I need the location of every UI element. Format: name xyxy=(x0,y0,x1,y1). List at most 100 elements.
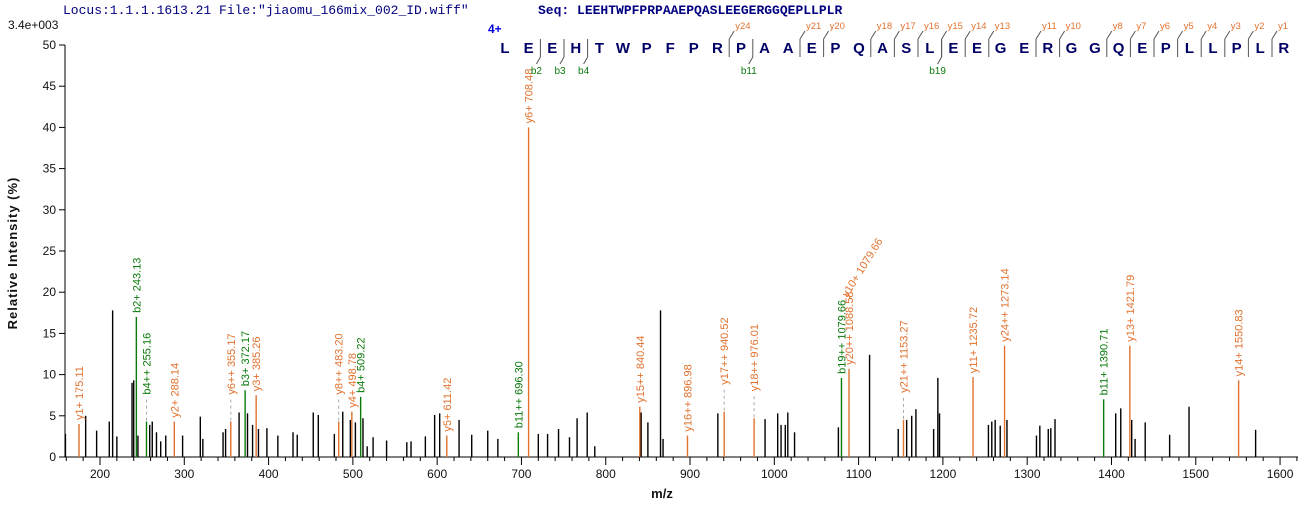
sequence-residue: L xyxy=(1256,40,1265,57)
y-cut-flag xyxy=(1153,30,1160,40)
x-tick-label: 1100 xyxy=(846,467,872,481)
sequence-residue: E xyxy=(524,40,534,57)
y-cut-label: y16 xyxy=(924,21,939,32)
y-cut-flag xyxy=(1035,30,1042,40)
sequence-residue: W xyxy=(616,40,631,57)
ion-label: y2+ 288.14 xyxy=(169,363,181,418)
sequence-residue: P xyxy=(736,40,746,57)
b-cut-label: b11 xyxy=(741,66,757,77)
x-tick-label: 400 xyxy=(259,467,279,481)
y-cut-label: y8 xyxy=(1113,21,1123,32)
ion-label: b2+ 243.13 xyxy=(131,258,143,313)
x-tick-label: 800 xyxy=(596,467,616,481)
ion-label: b4+ 509.22 xyxy=(356,337,368,392)
x-tick-label: 600 xyxy=(427,467,447,481)
y-tick-label: 0 xyxy=(49,450,56,464)
sequence-residue: R xyxy=(712,40,723,57)
y-cut-label: y20 xyxy=(830,21,845,32)
y-cut-label: y15 xyxy=(948,21,963,32)
ion-label: b11+ 1390.71 xyxy=(1099,329,1111,396)
sequence-residue: E xyxy=(807,40,817,57)
x-tick-label: 1400 xyxy=(1098,467,1125,481)
sequence-residue: E xyxy=(948,40,958,57)
y-cut-flag xyxy=(728,30,735,40)
sequence-residue: P xyxy=(689,40,699,57)
ion-label: y5+ 611.42 xyxy=(442,378,454,432)
x-tick-label: 1200 xyxy=(930,467,957,481)
y-cut-label: y7 xyxy=(1136,21,1146,32)
ion-label: y3+ 385.26 xyxy=(251,336,263,391)
sequence-residue: G xyxy=(995,40,1007,57)
sequence-residue: A xyxy=(759,40,770,57)
sequence-residue: P xyxy=(642,40,652,57)
y-cut-flag xyxy=(917,30,924,40)
sequence-residue: A xyxy=(877,40,888,57)
y-cut-label: y14 xyxy=(971,21,986,32)
sequence-residue: P xyxy=(1232,40,1242,57)
y-cut-flag xyxy=(1106,30,1113,40)
y-tick-label: 5 xyxy=(49,409,56,423)
ion-label: b19++ 1079.66 xyxy=(836,300,848,374)
y-cut-flag xyxy=(823,30,830,40)
ion-label: y11+ 1235.72 xyxy=(968,307,980,373)
y-cut-label: y11 xyxy=(1042,21,1057,32)
y-tick-label: 35 xyxy=(43,162,57,176)
y-tick-label: 40 xyxy=(43,120,57,134)
sequence-residue: E xyxy=(1137,40,1147,57)
y-cut-flag xyxy=(1059,30,1066,40)
y-cut-label: y17 xyxy=(900,21,915,32)
sequence-value: LEEHTWPFPRPAAEPQASLEEGERGGQEPLLPLR xyxy=(577,3,843,18)
y-tick-label: 30 xyxy=(43,203,57,217)
x-tick-label: 500 xyxy=(343,467,363,481)
sequence-residue: S xyxy=(901,40,911,57)
y-cut-flag xyxy=(893,30,900,40)
sequence-label: Seq: xyxy=(538,3,578,18)
sequence-residue: E xyxy=(547,40,557,57)
y-cut-flag xyxy=(1271,30,1278,40)
sequence-residue: A xyxy=(783,40,794,57)
ion-label: y17++ 940.52 xyxy=(719,317,731,384)
precursor-charge: 4+ xyxy=(488,22,502,36)
sequence-residue: L xyxy=(1208,40,1217,57)
sequence-residue: R xyxy=(1042,40,1053,57)
ion-label: y24++ 1273.14 xyxy=(1000,268,1012,341)
sequence-residue: G xyxy=(1089,40,1101,57)
sequence-residue: E xyxy=(972,40,982,57)
y-tick-label: 45 xyxy=(43,79,57,93)
sequence-residue: T xyxy=(595,40,604,57)
ion-label: y4+ 498.78 xyxy=(347,353,359,408)
sequence-residue: L xyxy=(925,40,934,57)
ion-label: y16++ 896.98 xyxy=(682,364,694,431)
y-cut-flag xyxy=(1224,30,1231,40)
y-tick-label: 10 xyxy=(43,368,57,382)
header-locus-file: Locus:1.1.1.1613.21 File:"jiaomu_166mix_… xyxy=(63,3,469,18)
intensity-scale-note: 3.4e+003 xyxy=(8,18,59,32)
y-cut-label: y10 xyxy=(1066,21,1081,32)
ion-label: y14+ 1550.83 xyxy=(1234,309,1246,376)
y-cut-flag xyxy=(941,30,948,40)
x-tick-label: 1500 xyxy=(1182,467,1209,481)
y-tick-label: 20 xyxy=(43,285,57,299)
ion-label: b4++ 255.16 xyxy=(141,333,153,395)
y-cut-flag xyxy=(964,30,971,40)
sequence-residue: L xyxy=(1185,40,1194,57)
y-cut-label: y6 xyxy=(1160,21,1170,32)
b-cut-label: b2 xyxy=(531,66,543,77)
b-cut-label: b4 xyxy=(578,66,590,77)
x-tick-label: 300 xyxy=(174,467,194,481)
y-cut-label: y24 xyxy=(735,21,750,32)
y-tick-label: 25 xyxy=(43,244,57,258)
x-axis-title: m/z xyxy=(651,486,673,501)
ion-label: y1+ 175.11 xyxy=(74,366,86,420)
y-cut-flag xyxy=(1247,30,1254,40)
ion-label: b3+ 372.17 xyxy=(240,331,252,386)
y-cut-label: y1 xyxy=(1278,21,1288,32)
sequence-residue: G xyxy=(1066,40,1078,57)
sequence-residue: Q xyxy=(853,40,865,57)
x-tick-label: 700 xyxy=(511,467,531,481)
x-tick-label: 200 xyxy=(90,467,110,481)
ion-label: y15++ 840.44 xyxy=(635,335,647,402)
ion-label: b11++ 696.30 xyxy=(513,361,525,428)
ion-label: y8++ 483.20 xyxy=(334,333,346,394)
